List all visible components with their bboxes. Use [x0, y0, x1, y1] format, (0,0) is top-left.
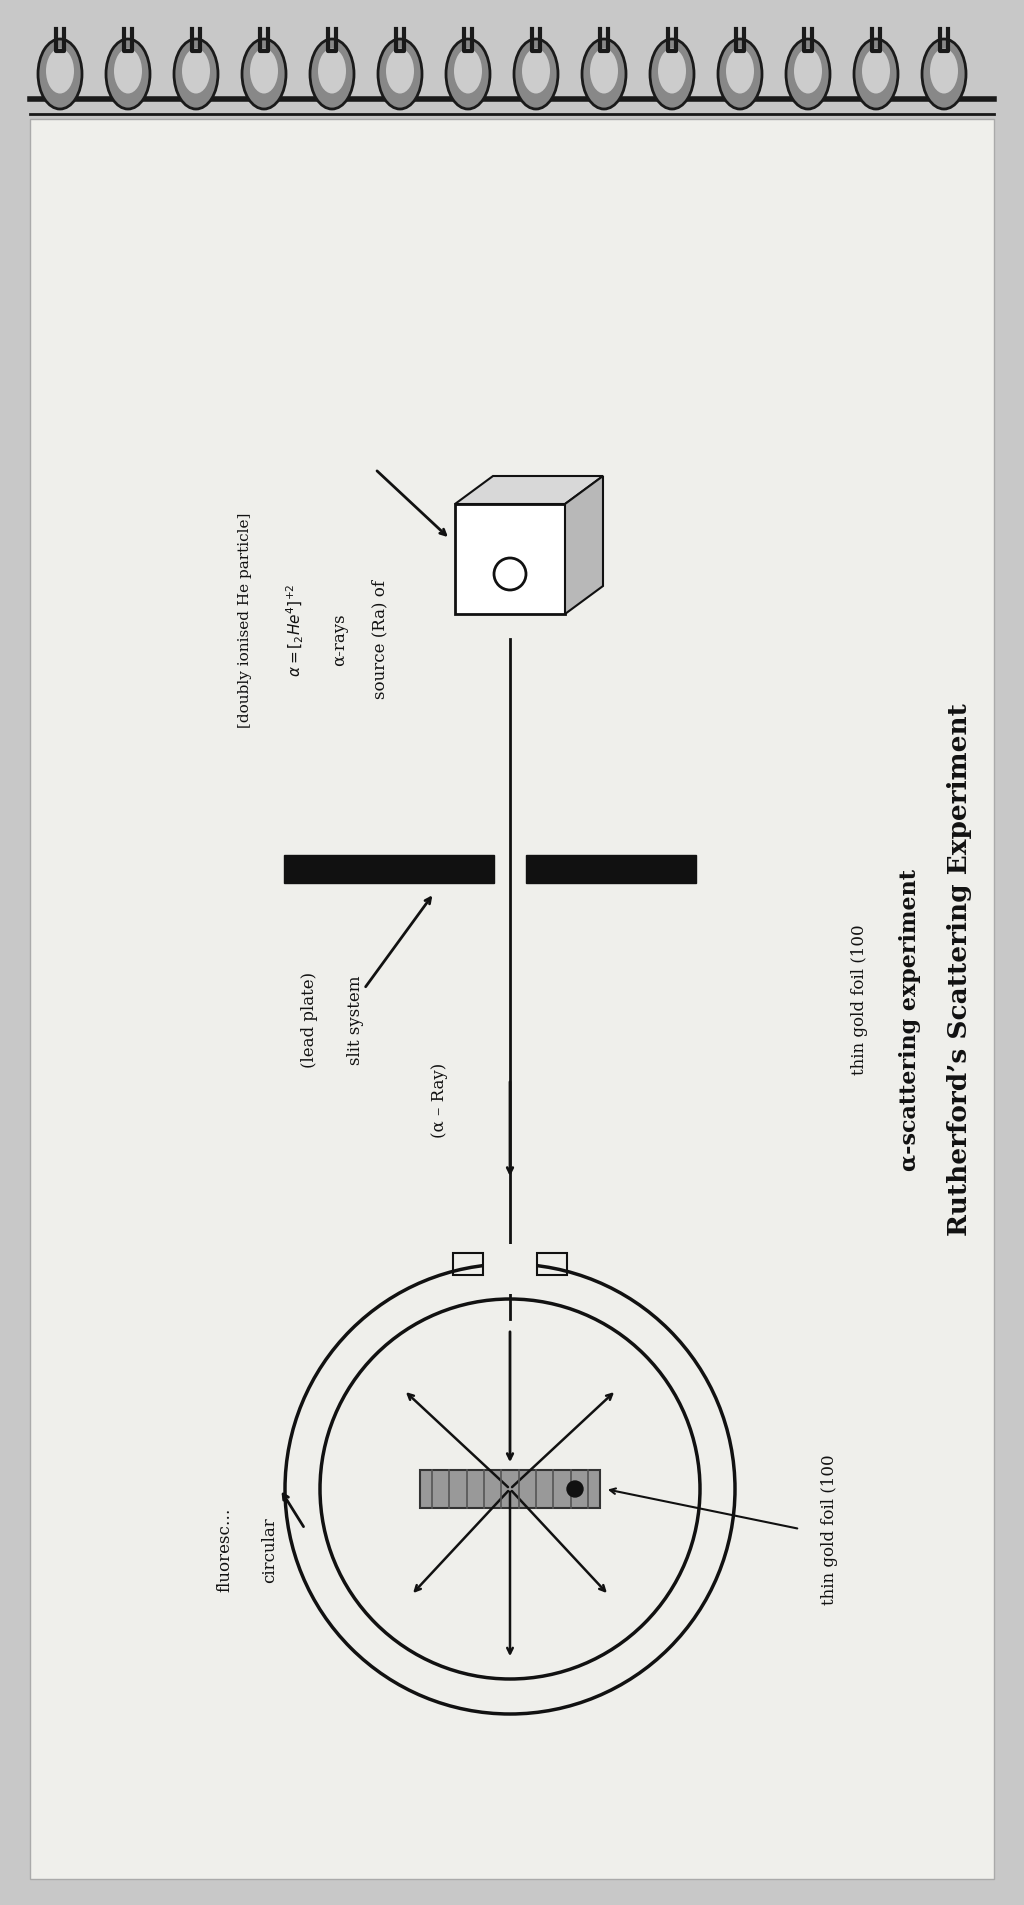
Bar — [526, 855, 696, 884]
Ellipse shape — [590, 50, 618, 95]
Text: Rutherford’s Scattering Experiment: Rutherford’s Scattering Experiment — [947, 703, 973, 1236]
Ellipse shape — [318, 50, 346, 95]
Text: $\alpha = [_2He^4]^{+2}$: $\alpha = [_2He^4]^{+2}$ — [285, 583, 305, 676]
Ellipse shape — [454, 50, 482, 95]
Ellipse shape — [786, 40, 830, 110]
Ellipse shape — [46, 50, 74, 95]
Text: α-scattering experiment: α-scattering experiment — [899, 869, 921, 1170]
FancyBboxPatch shape — [455, 505, 565, 615]
Ellipse shape — [650, 40, 694, 110]
FancyBboxPatch shape — [30, 120, 994, 1878]
Text: source (Ra) of: source (Ra) of — [372, 581, 388, 699]
Text: thin gold foil (100: thin gold foil (100 — [852, 924, 868, 1074]
Ellipse shape — [174, 40, 218, 110]
Bar — [420, 1471, 600, 1509]
Circle shape — [494, 558, 526, 591]
Text: (lead plate): (lead plate) — [301, 972, 318, 1067]
Ellipse shape — [106, 40, 150, 110]
Ellipse shape — [726, 50, 754, 95]
Text: α-rays: α-rays — [332, 613, 348, 667]
Polygon shape — [455, 476, 603, 505]
Ellipse shape — [862, 50, 890, 95]
Ellipse shape — [922, 40, 966, 110]
Ellipse shape — [242, 40, 286, 110]
Ellipse shape — [250, 50, 278, 95]
Ellipse shape — [930, 50, 958, 95]
Ellipse shape — [522, 50, 550, 95]
Ellipse shape — [114, 50, 142, 95]
Ellipse shape — [182, 50, 210, 95]
Ellipse shape — [386, 50, 414, 95]
Text: fluoresc…: fluoresc… — [216, 1507, 233, 1591]
Ellipse shape — [794, 50, 822, 95]
Bar — [284, 855, 494, 884]
Bar — [453, 1253, 483, 1274]
Text: thin gold foil (100: thin gold foil (100 — [821, 1454, 839, 1604]
Text: [doubly ionised He particle]: [doubly ionised He particle] — [238, 512, 252, 728]
Ellipse shape — [310, 40, 354, 110]
Ellipse shape — [446, 40, 490, 110]
Text: slit system: slit system — [346, 975, 364, 1065]
Ellipse shape — [658, 50, 686, 95]
Ellipse shape — [718, 40, 762, 110]
Bar — [483, 1244, 538, 1293]
Ellipse shape — [514, 40, 558, 110]
Text: circular: circular — [261, 1516, 279, 1581]
Ellipse shape — [38, 40, 82, 110]
Ellipse shape — [582, 40, 626, 110]
Bar — [537, 1253, 567, 1274]
Ellipse shape — [854, 40, 898, 110]
Text: (α – Ray): (α – Ray) — [431, 1061, 449, 1137]
Circle shape — [567, 1482, 583, 1497]
Polygon shape — [565, 476, 603, 615]
Ellipse shape — [378, 40, 422, 110]
